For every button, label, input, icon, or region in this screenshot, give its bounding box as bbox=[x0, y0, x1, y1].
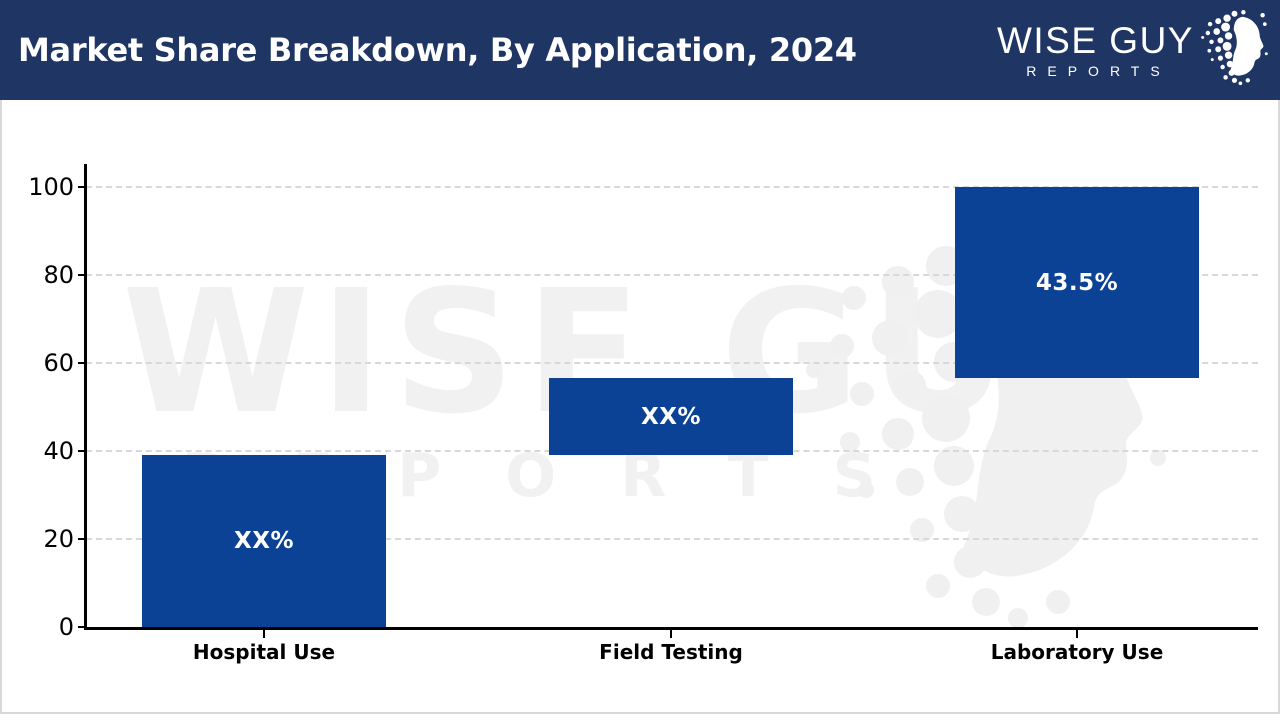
category-label: Hospital Use bbox=[192, 640, 336, 664]
gridline bbox=[86, 538, 1258, 540]
logo-wordmark: WISE GUY bbox=[996, 20, 1194, 61]
gridline bbox=[86, 274, 1258, 276]
logo-wordmark-block: WISE GUY REPORTS bbox=[997, 22, 1194, 78]
bar-value-label: XX% bbox=[640, 403, 701, 430]
y-tick-mark bbox=[78, 538, 86, 540]
y-tick-label: 100 bbox=[28, 173, 74, 201]
bar: 43.5% bbox=[955, 187, 1199, 379]
y-tick-label: 80 bbox=[43, 261, 74, 289]
y-tick-label: 20 bbox=[43, 525, 74, 553]
gridline bbox=[86, 186, 1258, 188]
y-tick-mark bbox=[78, 626, 86, 628]
y-tick-label: 40 bbox=[43, 437, 74, 465]
y-tick-mark bbox=[78, 274, 86, 276]
y-tick-mark bbox=[78, 186, 86, 188]
y-tick-mark bbox=[78, 450, 86, 452]
x-axis-line bbox=[84, 627, 1258, 630]
chart-title: Market Share Breakdown, By Application, … bbox=[18, 31, 857, 69]
category-label: Laboratory Use bbox=[990, 640, 1164, 664]
y-tick-mark bbox=[78, 362, 86, 364]
header-bar: Market Share Breakdown, By Application, … bbox=[0, 0, 1280, 100]
brand-logo: WISE GUY REPORTS bbox=[997, 8, 1280, 92]
x-tick-mark bbox=[1076, 630, 1078, 638]
x-tick-mark bbox=[670, 630, 672, 638]
category-label: Field Testing bbox=[599, 640, 743, 664]
bar: XX% bbox=[142, 455, 386, 627]
bar: XX% bbox=[549, 378, 793, 456]
gridline bbox=[86, 362, 1258, 364]
x-tick-mark bbox=[263, 630, 265, 638]
y-axis-line bbox=[84, 164, 87, 630]
bar-value-label: XX% bbox=[233, 528, 294, 555]
bar-value-label: 43.5% bbox=[1035, 269, 1119, 296]
logo-subtext: REPORTS bbox=[1026, 63, 1171, 79]
y-tick-label: 60 bbox=[43, 349, 74, 377]
y-tick-label: 0 bbox=[58, 613, 74, 641]
